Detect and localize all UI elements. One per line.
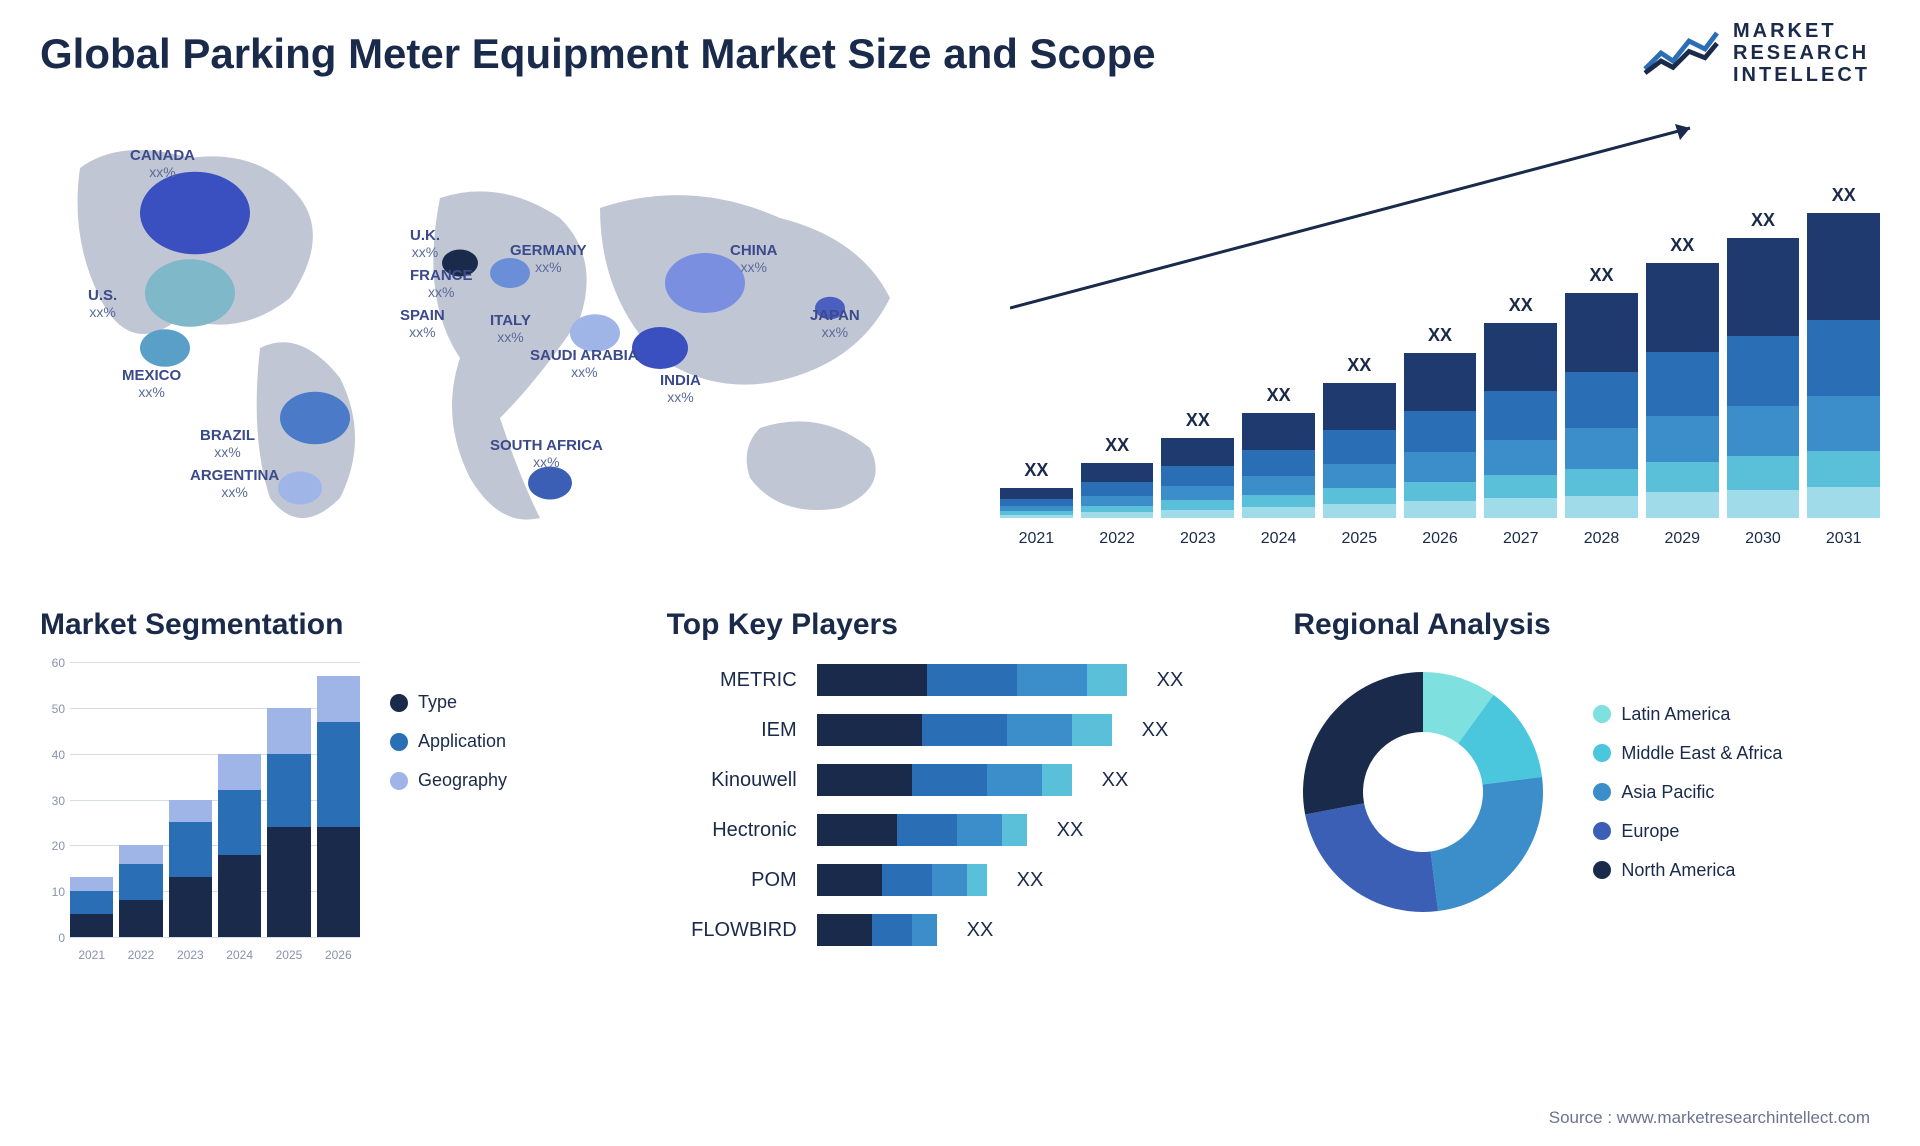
year-label: 2022: [119, 948, 162, 962]
year-label: 2023: [1161, 530, 1234, 548]
map-label: BRAZILxx%: [200, 428, 255, 460]
page-title: Global Parking Meter Equipment Market Si…: [40, 30, 1880, 78]
growth-bar: XX: [1323, 383, 1396, 518]
segmentation-panel: Market Segmentation 0102030405060 202120…: [40, 608, 627, 1028]
map-label: SOUTH AFRICAxx%: [490, 438, 603, 470]
year-label: 2021: [70, 948, 113, 962]
map-label: GERMANYxx%: [510, 243, 587, 275]
year-label: 2024: [1242, 530, 1315, 548]
growth-bar: XX: [1404, 353, 1477, 518]
legend-item: Application: [390, 731, 507, 752]
map-label: SAUDI ARABIAxx%: [530, 348, 639, 380]
logo-text-2: RESEARCH: [1733, 42, 1870, 64]
regional-title: Regional Analysis: [1293, 608, 1880, 642]
legend-item: Asia Pacific: [1593, 782, 1782, 803]
key-players-title: Top Key Players: [667, 608, 1254, 642]
map-label: CHINAxx%: [730, 243, 778, 275]
key-player-row: POM XX: [667, 862, 1254, 898]
year-label: 2030: [1727, 530, 1800, 548]
seg-bar: [218, 754, 261, 937]
growth-bar-chart: XXXXXXXXXXXXXXXXXXXXXX 20212022202320242…: [1000, 118, 1880, 548]
year-label: 2031: [1807, 530, 1880, 548]
logo-text-1: MARKET: [1733, 20, 1870, 42]
year-label: 2028: [1565, 530, 1638, 548]
key-player-row: IEM XX: [667, 712, 1254, 748]
key-player-row: METRIC XX: [667, 662, 1254, 698]
map-label: U.K.xx%: [410, 228, 440, 260]
year-label: 2021: [1000, 530, 1073, 548]
year-label: 2026: [317, 948, 360, 962]
year-label: 2022: [1081, 530, 1154, 548]
year-label: 2025: [267, 948, 310, 962]
seg-bar: [119, 845, 162, 937]
map-label: ITALYxx%: [490, 313, 531, 345]
map-label: INDIAxx%: [660, 373, 701, 405]
year-label: 2027: [1484, 530, 1557, 548]
key-player-row: FLOWBIRD XX: [667, 912, 1254, 948]
logo-text-3: INTELLECT: [1733, 64, 1870, 86]
growth-bar: XX: [1646, 263, 1719, 518]
year-label: 2029: [1646, 530, 1719, 548]
growth-bar: XX: [1565, 293, 1638, 518]
segmentation-legend: Type Application Geography: [390, 662, 507, 962]
map-label: MEXICOxx%: [122, 368, 181, 400]
segmentation-title: Market Segmentation: [40, 608, 627, 642]
growth-bar: XX: [1727, 238, 1800, 518]
world-map: CANADAxx% U.S.xx% MEXICOxx% BRAZILxx% ARGENT…: [40, 118, 960, 548]
key-players-panel: Top Key Players METRIC XX IEM XX Kinouwe…: [667, 608, 1254, 1028]
segmentation-chart: 0102030405060 202120222023202420252026: [40, 662, 360, 962]
growth-bar: XX: [1484, 323, 1557, 518]
regional-legend: Latin America Middle East & Africa Asia Pa…: [1593, 704, 1782, 881]
year-label: 2024: [218, 948, 261, 962]
legend-item: Geography: [390, 770, 507, 791]
growth-bar: XX: [1081, 463, 1154, 518]
legend-item: North America: [1593, 860, 1782, 881]
seg-bar: [317, 676, 360, 937]
source-text: Source : www.marketresearchintellect.com: [1549, 1108, 1870, 1128]
key-player-row: Kinouwell XX: [667, 762, 1254, 798]
year-label: 2026: [1404, 530, 1477, 548]
legend-item: Type: [390, 692, 507, 713]
map-label: SPAINxx%: [400, 308, 445, 340]
growth-bar: XX: [1000, 488, 1073, 518]
legend-item: Middle East & Africa: [1593, 743, 1782, 764]
key-player-row: Hectronic XX: [667, 812, 1254, 848]
regional-panel: Regional Analysis Latin America Middle Ea…: [1293, 608, 1880, 1028]
growth-bar: XX: [1161, 438, 1234, 518]
brand-logo: MARKET RESEARCH INTELLECT: [1641, 20, 1870, 86]
growth-bar: XX: [1242, 413, 1315, 518]
map-label: U.S.xx%: [88, 288, 117, 320]
map-label: CANADAxx%: [130, 148, 195, 180]
year-label: 2025: [1323, 530, 1396, 548]
map-label: FRANCExx%: [410, 268, 473, 300]
seg-bar: [169, 800, 212, 937]
growth-bar: XX: [1807, 213, 1880, 518]
map-label: JAPANxx%: [810, 308, 860, 340]
regional-donut: [1293, 662, 1553, 922]
map-label: ARGENTINAxx%: [190, 468, 279, 500]
year-label: 2023: [169, 948, 212, 962]
seg-bar: [70, 877, 113, 937]
legend-item: Latin America: [1593, 704, 1782, 725]
legend-item: Europe: [1593, 821, 1782, 842]
seg-bar: [267, 708, 310, 937]
logo-icon: [1641, 23, 1721, 83]
